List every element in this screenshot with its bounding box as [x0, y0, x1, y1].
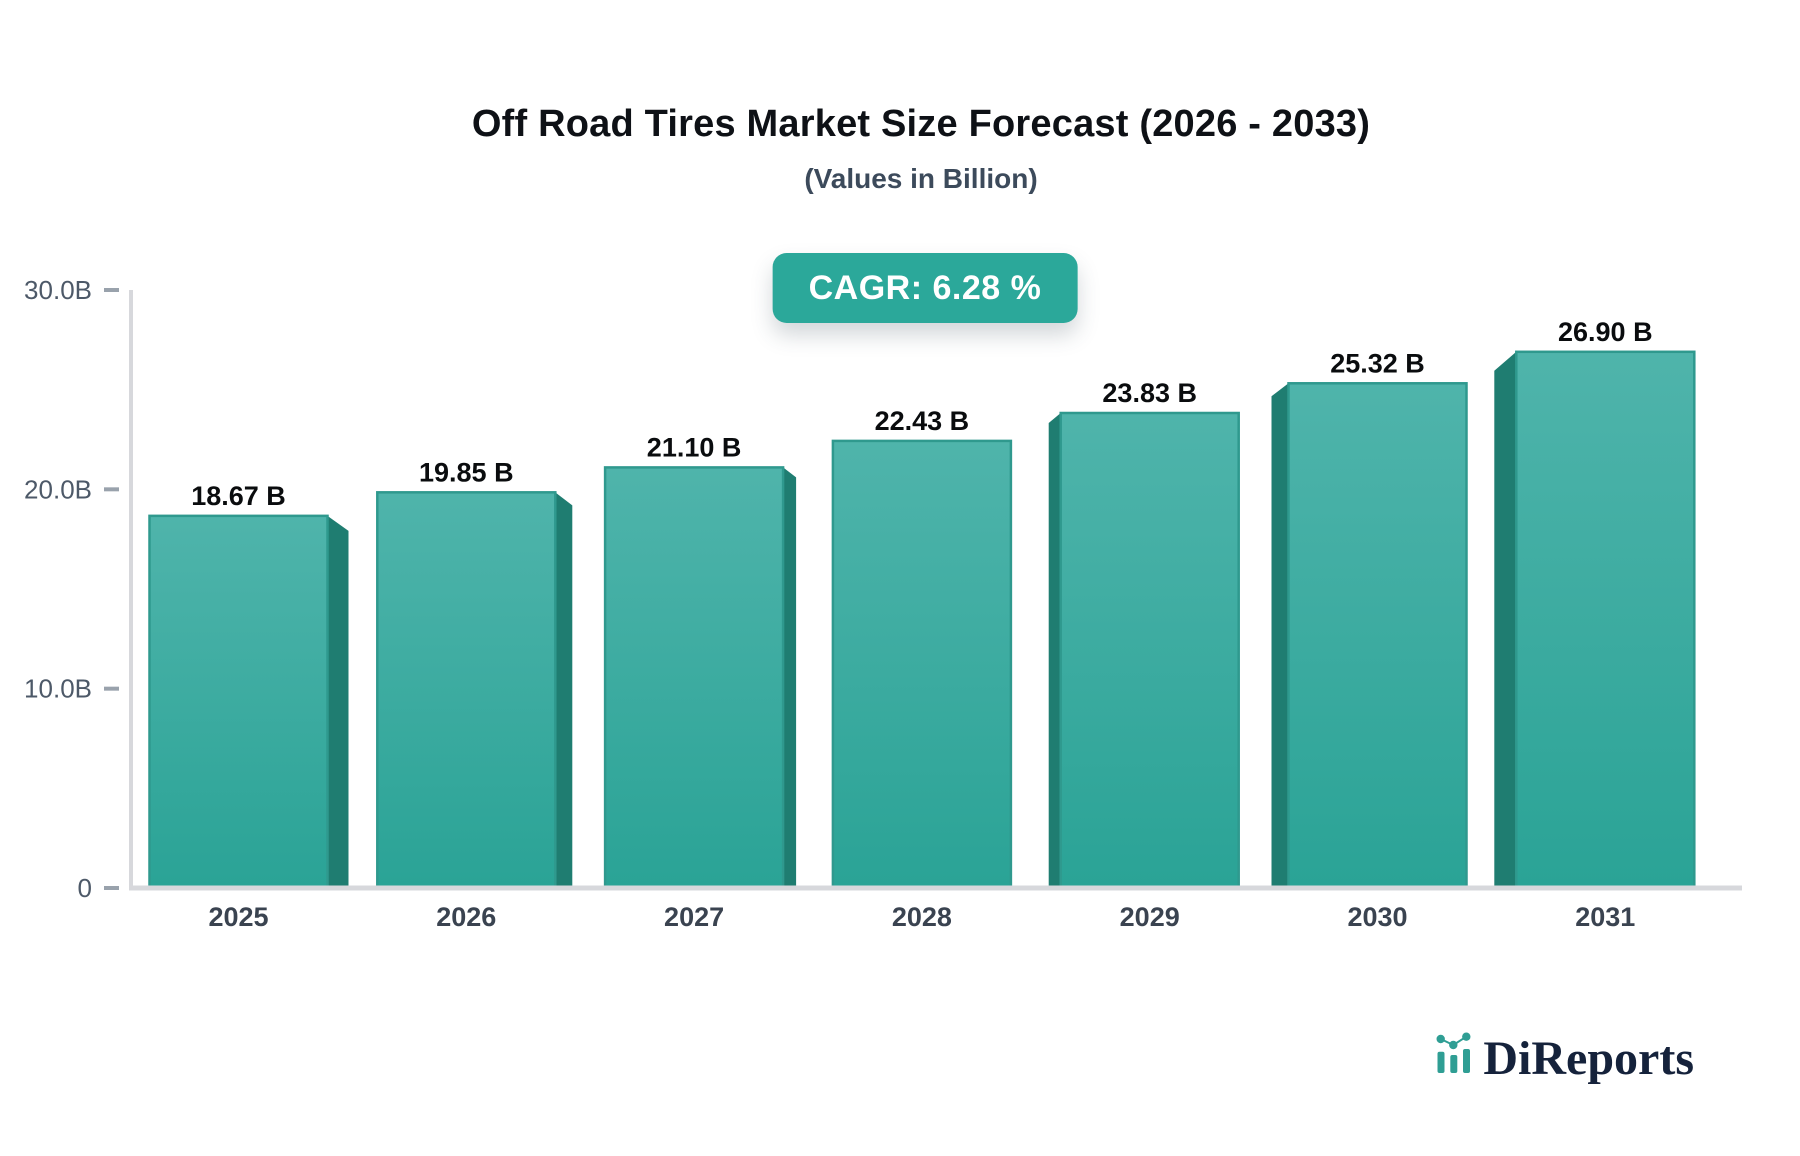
y-axis-label: 0	[78, 873, 92, 903]
bar-front-face	[1059, 411, 1240, 890]
bar-front-face	[831, 439, 1013, 890]
bar-front-face	[1515, 350, 1696, 890]
cagr-badge: CAGR: 6.28 %	[772, 253, 1078, 323]
x-axis-label: 2025	[208, 902, 268, 932]
logo: DiReports	[1436, 1032, 1694, 1083]
y-axis-label: 30.0B	[24, 275, 92, 305]
bar-side-face	[1494, 351, 1517, 888]
bar-group-2031: 26.90 B 2031	[1494, 317, 1696, 932]
page-title: Off Road Tires Market Size Forecast (202…	[471, 103, 1371, 145]
x-axis-label: 2026	[436, 902, 496, 932]
bar-group-2027: 21.10 B 2027	[603, 432, 797, 932]
logo-text: DiReports	[1483, 1032, 1694, 1085]
bar-side-face	[555, 492, 573, 888]
bar-side-face	[327, 515, 349, 888]
bar-front-face	[1287, 382, 1468, 890]
bar-value-label: 19.85 B	[419, 457, 514, 487]
bar-group-2025: 18.67 B 2025	[148, 481, 349, 932]
page-subtitle: (Values in Billion)	[804, 163, 1038, 194]
x-axis-label: 2031	[1575, 902, 1635, 932]
x-axis-label: 2029	[1120, 902, 1180, 932]
bar-group-2026: 19.85 B 2026	[376, 457, 573, 932]
bar-value-label: 21.10 B	[647, 432, 742, 462]
bar-value-label: 22.43 B	[875, 406, 970, 436]
x-axis-line	[129, 885, 1742, 891]
bar-value-label: 25.32 B	[1330, 348, 1425, 378]
x-axis-label: 2027	[664, 902, 724, 932]
bar-value-label: 18.67 B	[191, 481, 286, 511]
y-axis-label: 20.0B	[24, 474, 92, 504]
y-axis-label: 10.0B	[24, 674, 92, 704]
bar-side-face	[783, 467, 797, 888]
bar-front-face	[148, 514, 329, 890]
bar-value-label: 26.90 B	[1558, 317, 1653, 347]
x-axis-label: 2030	[1347, 902, 1407, 932]
bar-front-face	[603, 466, 785, 890]
bar-group-2028: 22.43 B 2028	[831, 406, 1013, 932]
bar-group-2030: 25.32 B 2030	[1271, 348, 1468, 932]
logo-bar-chart-icon	[1436, 1032, 1471, 1073]
bar-side-face	[1048, 412, 1061, 888]
bar-front-face	[376, 491, 557, 890]
x-axis-label: 2028	[892, 902, 952, 932]
bar-group-2029: 23.83 B 2029	[1048, 378, 1240, 932]
bar-value-label: 23.83 B	[1102, 378, 1197, 408]
bar-side-face	[1271, 383, 1289, 888]
